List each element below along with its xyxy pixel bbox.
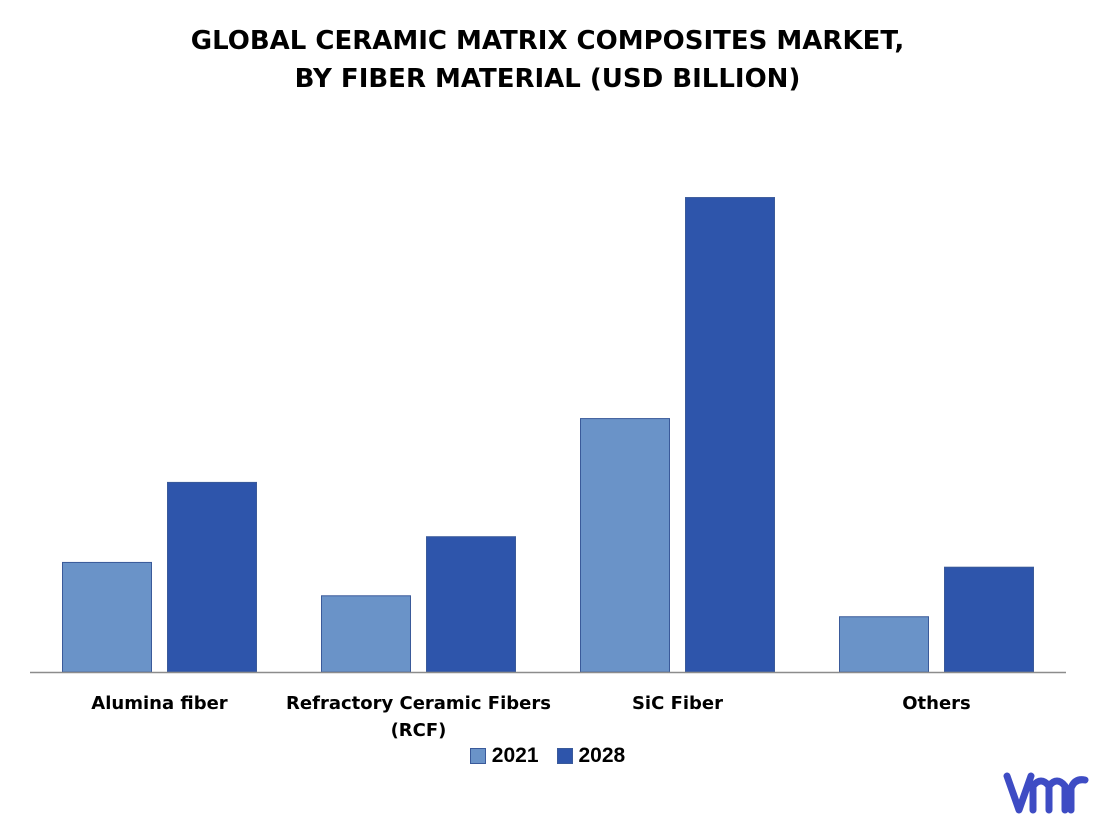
x-tick-label-2: SiC Fiber (632, 693, 723, 714)
bar-2021-3 (839, 616, 929, 673)
legend-item-2021: 2021 (469, 744, 539, 768)
vmr-logo (1003, 772, 1089, 814)
chart-title: GLOBAL CERAMIC MATRIX COMPOSITES MARKET,… (0, 22, 1095, 98)
bar-2028-3 (944, 566, 1034, 673)
x-tick-label-0: Alumina fiber (91, 693, 228, 714)
legend-item-2028: 2028 (556, 744, 626, 768)
legend: 2021 2028 (0, 744, 1095, 768)
bar-2021-1 (321, 595, 411, 673)
bar-2028-1 (426, 536, 516, 673)
chart-title-line-1: GLOBAL CERAMIC MATRIX COMPOSITES MARKET, (190, 26, 905, 56)
chart-title-line-2: BY FIBER MATERIAL (USD BILLION) (294, 64, 801, 94)
legend-swatch-2021 (469, 748, 486, 764)
bar-2021-2 (580, 418, 670, 673)
bar-2028-0 (167, 481, 257, 673)
bar-2021-0 (62, 561, 152, 673)
legend-label-2028: 2028 (578, 744, 626, 767)
x-tick-label-3: Others (902, 693, 971, 714)
legend-label-2021: 2021 (491, 744, 539, 767)
x-tick-label-1: Refractory Ceramic Fibers (RCF) (286, 693, 551, 741)
legend-swatch-2028 (556, 748, 573, 764)
bar-2028-2 (685, 197, 775, 673)
